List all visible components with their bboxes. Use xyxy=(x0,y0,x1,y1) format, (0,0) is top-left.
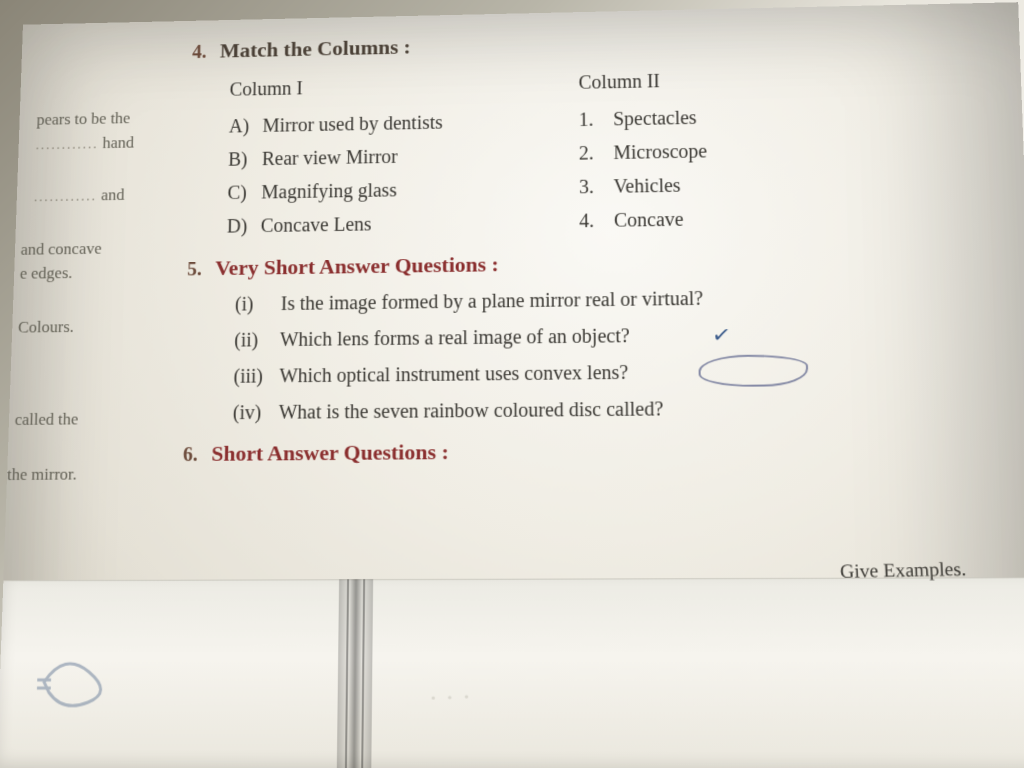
question-5: 5. Very Short Answer Questions : (i) Is … xyxy=(184,245,1009,426)
margin-text: and xyxy=(101,186,125,204)
vsaq-item: (iii) Which optical instrument uses conv… xyxy=(233,358,1007,389)
column-1-header: Column I xyxy=(229,73,578,102)
option-text: Magnifying glass xyxy=(261,180,397,203)
handwritten-circle-annotation xyxy=(698,354,808,387)
question-number: 4. xyxy=(192,42,207,63)
pencil-sketch-icon xyxy=(28,641,159,723)
margin-frag-4: Colours. xyxy=(18,313,172,340)
column-2-header: Column II xyxy=(579,71,661,95)
option-number: 4. xyxy=(579,210,609,233)
option-letter: B) xyxy=(228,149,257,171)
left-margin-fragments: pears to be the hand and and concave e e… xyxy=(6,105,177,516)
option-letter: C) xyxy=(227,182,256,204)
option-number: 3. xyxy=(579,176,609,199)
question-number: 5. xyxy=(187,259,202,280)
match-row: B) Rear view Mirror 2. Microscope xyxy=(228,136,999,172)
margin-text: and concave xyxy=(20,239,101,258)
match-left-cell: B) Rear view Mirror xyxy=(228,143,579,171)
margin-frag-1: pears to be the hand xyxy=(35,105,176,156)
question-text: Which optical instrument uses convex len… xyxy=(279,362,628,387)
match-right-cell: 4. Concave xyxy=(579,207,839,233)
match-row: C) Magnifying glass 3. Vehicles xyxy=(227,170,1000,205)
question-text: Is the image formed by a plane mirror re… xyxy=(281,288,704,315)
textbook-page: pears to be the hand and and concave e e… xyxy=(0,2,1024,768)
option-text: Concave xyxy=(614,209,684,231)
vsaq-item: (i) Is the image formed by a plane mirro… xyxy=(235,284,1005,316)
option-letter: D) xyxy=(227,216,256,239)
margin-frag-3: and concave e edges. xyxy=(19,235,173,286)
option-text: Spectacles xyxy=(613,108,697,131)
match-right-cell: 3. Vehicles xyxy=(579,173,839,200)
question-title: Very Short Answer Questions : xyxy=(215,252,499,280)
vsaq-item: (iv) What is the seven rainbow coloured … xyxy=(233,395,1009,425)
match-right-cell: 2. Microscope xyxy=(579,139,838,166)
roman-numeral: (iii) xyxy=(233,366,275,389)
give-examples-text: Give Examples. xyxy=(839,559,966,584)
margin-frag-6: the mirror. xyxy=(7,461,169,487)
dotted-blank xyxy=(36,134,99,153)
match-row: D) Concave Lens 4. Concave xyxy=(227,204,1002,238)
question-6: 6. Short Answer Questions : xyxy=(183,435,1010,467)
roman-numeral: (iv) xyxy=(233,402,275,425)
option-text: Rear view Mirror xyxy=(262,147,398,170)
vsaq-item: (ii) Which lens forms a real image of an… xyxy=(234,321,1006,352)
margin-text: e edges. xyxy=(20,264,73,283)
match-left-cell: A) Mirror used by dentists xyxy=(229,110,579,138)
question-number: 6. xyxy=(183,444,198,466)
roman-numeral: (i) xyxy=(235,294,276,317)
question-text: Which lens forms a real image of an obje… xyxy=(280,325,630,351)
option-number: 1. xyxy=(579,109,609,132)
margin-text: called the xyxy=(15,410,79,429)
margin-text: pears to be the xyxy=(36,109,130,129)
match-left-cell: C) Magnifying glass xyxy=(227,177,579,205)
option-text: Microscope xyxy=(613,141,707,164)
handwritten-tick-icon: ✓ xyxy=(710,321,732,349)
option-number: 2. xyxy=(579,143,609,166)
margin-text: the mirror. xyxy=(7,464,77,483)
lower-page: Give Examples. · · · xyxy=(0,577,1024,768)
margin-text: Colours. xyxy=(18,317,74,336)
option-letter: A) xyxy=(229,116,258,138)
question-title: Short Answer Questions : xyxy=(211,439,449,466)
roman-numeral: (ii) xyxy=(234,330,275,353)
margin-frag-2: and xyxy=(34,182,175,209)
option-text: Vehicles xyxy=(613,175,681,197)
show-through-text: · · · xyxy=(428,681,472,715)
margin-text: hand xyxy=(102,133,134,152)
main-content: 4. Match the Columns : Column I Column I… xyxy=(183,22,1010,467)
option-text: Mirror used by dentists xyxy=(262,112,442,136)
question-4: 4. Match the Columns : Column I Column I… xyxy=(188,22,1002,239)
margin-frag-5: called the xyxy=(14,406,169,432)
match-left-cell: D) Concave Lens xyxy=(227,211,580,239)
match-right-cell: 1. Spectacles xyxy=(579,105,837,132)
option-text: Concave Lens xyxy=(261,214,372,237)
dotted-blank xyxy=(34,186,98,205)
question-title: Match the Columns : xyxy=(220,35,411,63)
question-text: What is the seven rainbow coloured disc … xyxy=(278,398,663,423)
match-table: A) Mirror used by dentists 1. Spectacles… xyxy=(227,102,1002,239)
book-binding xyxy=(337,579,373,768)
